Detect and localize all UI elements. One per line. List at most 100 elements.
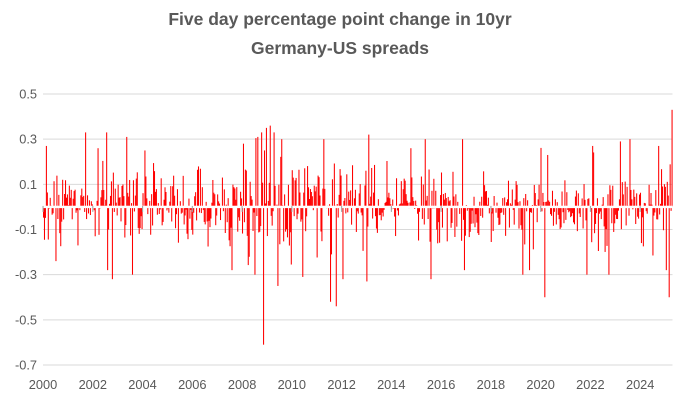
bar xyxy=(607,194,609,207)
bar xyxy=(105,199,107,207)
bar xyxy=(660,203,662,207)
bar xyxy=(193,206,195,213)
x-tick-label: 2014 xyxy=(377,377,405,392)
bar xyxy=(574,196,576,207)
bar xyxy=(472,206,474,224)
bar xyxy=(452,171,454,207)
bar xyxy=(261,132,263,207)
bar xyxy=(511,189,513,207)
bar xyxy=(645,206,647,212)
bar xyxy=(437,206,439,244)
bar xyxy=(459,206,461,214)
bar xyxy=(289,206,291,233)
bar xyxy=(380,206,382,221)
bar xyxy=(218,201,220,207)
bar xyxy=(251,199,253,207)
bar xyxy=(208,206,210,221)
bar xyxy=(404,180,406,207)
bar xyxy=(209,206,211,228)
bar xyxy=(403,178,405,207)
bar xyxy=(70,189,72,207)
bar xyxy=(650,193,652,207)
bar xyxy=(644,203,646,207)
bar xyxy=(285,206,287,232)
x-axis-tick xyxy=(142,205,144,212)
y-tick-label: 0.1 xyxy=(19,177,37,192)
bar xyxy=(356,206,358,212)
bar xyxy=(235,199,237,207)
bar xyxy=(190,206,192,210)
bar xyxy=(639,194,641,207)
bar xyxy=(440,195,442,207)
bar xyxy=(397,206,399,216)
bar xyxy=(122,184,124,207)
bar xyxy=(565,206,567,220)
bar xyxy=(342,206,344,280)
bar xyxy=(86,206,88,220)
bar xyxy=(146,198,148,207)
bar xyxy=(281,139,283,207)
bar xyxy=(348,191,350,207)
x-tick-label: 2002 xyxy=(79,377,107,392)
bar xyxy=(568,206,570,213)
bar xyxy=(154,191,156,207)
bar xyxy=(586,206,588,275)
bar xyxy=(501,206,503,213)
bar xyxy=(150,206,152,235)
bar xyxy=(113,206,115,212)
bar xyxy=(292,177,294,207)
bar xyxy=(61,206,63,222)
bar xyxy=(174,195,176,207)
bar xyxy=(547,154,549,207)
bar xyxy=(620,206,622,230)
x-axis-tick xyxy=(241,205,243,212)
bar xyxy=(490,206,492,242)
bar xyxy=(392,199,394,207)
bar xyxy=(659,206,661,215)
bar xyxy=(506,199,509,207)
bar xyxy=(354,189,356,207)
bar xyxy=(581,198,583,207)
bar xyxy=(101,190,103,207)
bar xyxy=(634,196,636,207)
bar xyxy=(256,206,258,217)
bar xyxy=(184,206,186,216)
x-tick-label: 2020 xyxy=(526,377,554,392)
bar xyxy=(163,199,165,207)
bar xyxy=(139,206,141,229)
x-axis-tick xyxy=(191,205,193,212)
bar xyxy=(543,201,545,207)
bar xyxy=(540,147,542,207)
bar xyxy=(165,192,167,207)
bar xyxy=(120,206,122,222)
bar xyxy=(365,170,367,207)
bar xyxy=(504,197,506,207)
bar xyxy=(436,206,438,230)
bar xyxy=(462,206,465,220)
bar xyxy=(625,206,627,226)
bar xyxy=(450,206,452,228)
bar xyxy=(424,139,426,207)
bar xyxy=(382,206,384,217)
bar xyxy=(587,198,589,207)
bar xyxy=(595,206,597,224)
bar xyxy=(199,168,201,207)
bar xyxy=(466,206,468,211)
bar xyxy=(503,206,505,215)
bar xyxy=(370,196,372,207)
bar xyxy=(229,206,231,247)
bar xyxy=(223,189,225,207)
bar xyxy=(297,206,299,214)
bar xyxy=(497,206,499,218)
bar xyxy=(372,206,374,219)
bar xyxy=(316,206,318,258)
bar xyxy=(483,171,485,207)
bar xyxy=(109,203,111,207)
bar xyxy=(374,164,376,207)
bar xyxy=(224,206,226,233)
bar xyxy=(171,206,173,222)
bar xyxy=(153,171,156,207)
bar xyxy=(267,200,269,207)
